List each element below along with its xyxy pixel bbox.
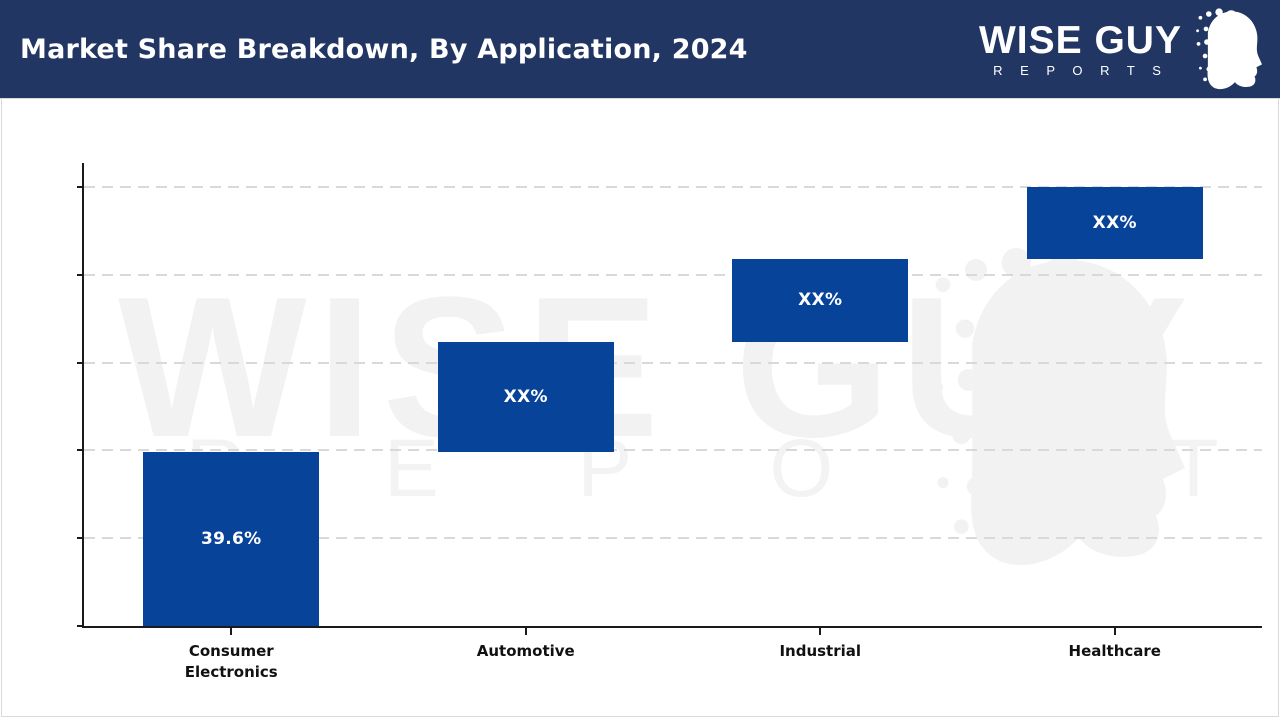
y-tick-80 <box>77 273 84 276</box>
dotted-head-icon <box>1196 8 1262 90</box>
brand-subname: R E P O R T S <box>993 63 1168 78</box>
x-tick-label-1: Automotive <box>476 642 575 660</box>
bar-consumer-electronics: 39.6% <box>143 452 320 626</box>
bar-value-label: 39.6% <box>201 529 262 550</box>
brand-logo: WISE GUY R E P O R T S <box>979 0 1262 98</box>
gridline-80 <box>84 273 1262 276</box>
brand-name: WISE GUY <box>978 19 1182 62</box>
gridline-40 <box>84 449 1262 452</box>
gridline-100 <box>84 186 1262 188</box>
y-tick-100 <box>77 186 84 188</box>
bar-healthcare: XX% <box>1026 187 1203 259</box>
x-tick-1 <box>524 628 527 635</box>
header-bar: Market Share Breakdown, By Application, … <box>0 0 1280 99</box>
brand-logo-text: WISE GUY R E P O R T S <box>979 21 1182 77</box>
x-tick-2 <box>819 628 822 635</box>
x-tick-label-2: Industrial <box>779 642 862 660</box>
x-tick-0 <box>230 628 233 635</box>
gridline-60 <box>84 361 1262 364</box>
y-tick-0 <box>77 625 84 627</box>
y-tick-40 <box>77 449 84 452</box>
bar-industrial: XX% <box>732 258 909 342</box>
y-tick-20 <box>77 537 84 540</box>
x-tick-label-3: Healthcare <box>1068 642 1161 660</box>
x-tick-label-0: Consumer Electronics <box>184 642 278 681</box>
bar-automotive: XX% <box>437 341 614 453</box>
y-axis-line <box>82 163 84 628</box>
bar-value-label: XX% <box>798 290 843 311</box>
x-axis-line <box>82 626 1262 628</box>
bar-value-label: XX% <box>1092 212 1137 233</box>
gridline-20 <box>84 537 1262 540</box>
page-title: Market Share Breakdown, By Application, … <box>20 33 748 65</box>
x-tick-3 <box>1113 628 1116 635</box>
y-tick-60 <box>77 361 84 364</box>
bar-value-label: XX% <box>503 387 548 408</box>
